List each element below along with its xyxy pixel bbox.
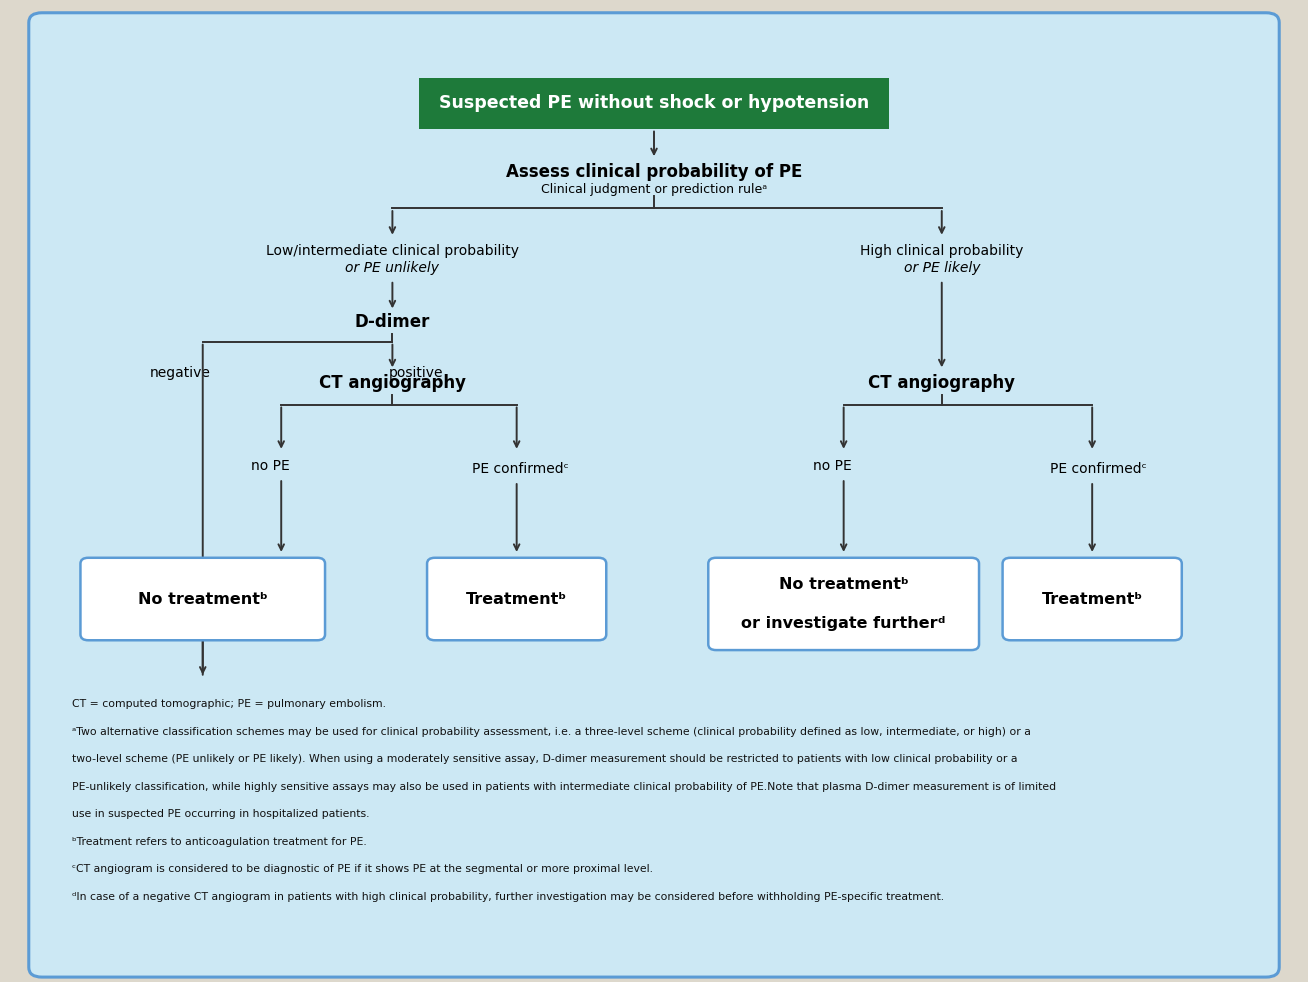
FancyBboxPatch shape	[1002, 558, 1182, 640]
FancyBboxPatch shape	[426, 558, 607, 640]
FancyBboxPatch shape	[81, 558, 324, 640]
Text: negative: negative	[150, 366, 211, 380]
Text: CT angiography: CT angiography	[319, 374, 466, 392]
Text: High clinical probability: High clinical probability	[861, 245, 1023, 258]
Text: ᵇTreatment refers to anticoagulation treatment for PE.: ᵇTreatment refers to anticoagulation tre…	[72, 837, 366, 846]
Text: PE confirmedᶜ: PE confirmedᶜ	[1050, 463, 1147, 476]
Text: or PE unlikely: or PE unlikely	[345, 261, 439, 275]
FancyBboxPatch shape	[419, 78, 889, 129]
Text: No treatmentᵇ: No treatmentᵇ	[137, 591, 268, 607]
Text: CT angiography: CT angiography	[869, 374, 1015, 392]
Text: Assess clinical probability of PE: Assess clinical probability of PE	[506, 163, 802, 181]
Text: or PE likely: or PE likely	[904, 261, 980, 275]
Text: Treatmentᵇ: Treatmentᵇ	[466, 591, 568, 607]
Text: two-level scheme (PE unlikely or PE likely). When using a moderately sensitive a: two-level scheme (PE unlikely or PE like…	[72, 754, 1018, 764]
Text: ᶜCT angiogram is considered to be diagnostic of PE if it shows PE at the segment: ᶜCT angiogram is considered to be diagno…	[72, 864, 653, 874]
Text: ᵃTwo alternative classification schemes may be used for clinical probability ass: ᵃTwo alternative classification schemes …	[72, 727, 1031, 736]
Text: no PE: no PE	[251, 460, 290, 473]
Text: no PE: no PE	[812, 460, 852, 473]
Text: PE confirmedᶜ: PE confirmedᶜ	[472, 463, 569, 476]
Text: D-dimer: D-dimer	[354, 313, 430, 331]
Text: Clinical judgment or prediction ruleᵃ: Clinical judgment or prediction ruleᵃ	[542, 183, 766, 196]
Text: Low/intermediate clinical probability: Low/intermediate clinical probability	[266, 245, 519, 258]
FancyBboxPatch shape	[709, 558, 978, 650]
Text: CT = computed tomographic; PE = pulmonary embolism.: CT = computed tomographic; PE = pulmonar…	[72, 699, 386, 709]
FancyBboxPatch shape	[29, 13, 1279, 977]
Text: use in suspected PE occurring in hospitalized patients.: use in suspected PE occurring in hospita…	[72, 809, 369, 819]
Text: or investigate furtherᵈ: or investigate furtherᵈ	[742, 616, 946, 631]
Text: positive: positive	[388, 366, 443, 380]
Text: ᵈIn case of a negative CT angiogram in patients with high clinical probability, : ᵈIn case of a negative CT angiogram in p…	[72, 892, 944, 901]
Text: Treatmentᵇ: Treatmentᵇ	[1041, 591, 1143, 607]
Text: No treatmentᵇ: No treatmentᵇ	[778, 576, 909, 592]
Text: PE-unlikely classification, while highly sensitive assays may also be used in pa: PE-unlikely classification, while highly…	[72, 782, 1056, 791]
Text: Suspected PE without shock or hypotension: Suspected PE without shock or hypotensio…	[439, 94, 869, 112]
